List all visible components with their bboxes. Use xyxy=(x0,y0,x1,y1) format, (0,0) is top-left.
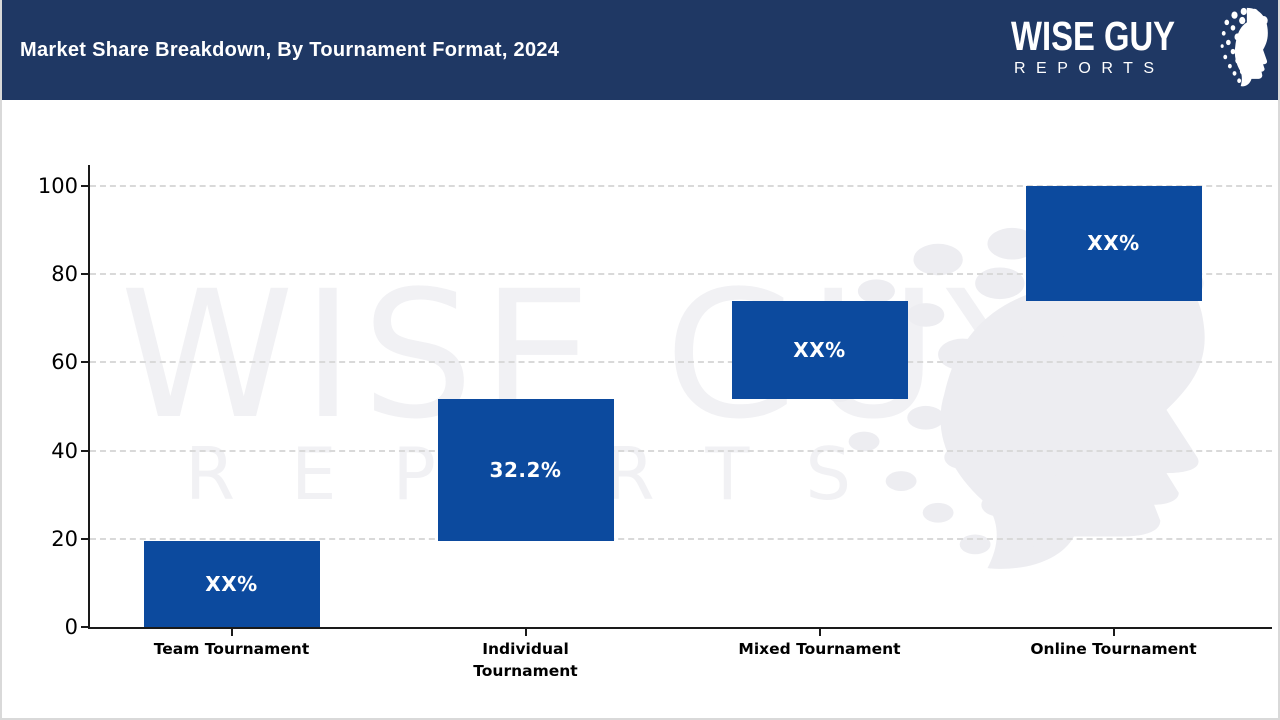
gridline-100 xyxy=(90,185,1272,187)
bar-segment: XX% xyxy=(1025,186,1202,301)
y-tick-label-0: 0 xyxy=(64,615,78,639)
y-tick-60 xyxy=(81,361,88,364)
x-tick xyxy=(230,629,233,636)
x-tick xyxy=(818,629,821,636)
gridline-80 xyxy=(90,273,1272,276)
x-axis-label: Mixed Tournament xyxy=(738,640,901,658)
bar-segment: 32.2% xyxy=(437,399,614,541)
x-tick xyxy=(1112,629,1115,636)
x-axis-label: Team Tournament xyxy=(153,640,310,658)
x-tick xyxy=(524,629,527,636)
y-tick-label-60: 60 xyxy=(51,350,78,375)
gridline-60 xyxy=(90,361,1272,364)
logo-sub-text: REPORTS xyxy=(1013,60,1165,77)
y-tick-40 xyxy=(81,449,88,452)
y-tick-label-40: 40 xyxy=(51,438,78,463)
bar-segment: XX% xyxy=(731,300,908,399)
wise-guy-reports-logo: WISE GUY REPORTS xyxy=(1011,6,1270,88)
y-tick-label-100: 100 xyxy=(37,174,78,198)
x-axis-line xyxy=(88,627,1272,629)
bar-value-label: XX% xyxy=(1087,231,1140,256)
y-tick-20 xyxy=(81,537,88,540)
y-tick-label-80: 80 xyxy=(51,262,78,287)
watermark-dotted-head xyxy=(790,220,1222,576)
bar-value-label: XX% xyxy=(793,337,846,362)
bar-value-label: XX% xyxy=(205,571,258,596)
y-tick-label-20: 20 xyxy=(51,526,78,551)
gridline-40 xyxy=(90,449,1272,452)
logo-brand-text: WISE GUY xyxy=(1010,13,1175,59)
x-axis-label: Individual Tournament xyxy=(473,640,578,680)
bar-value-label: 32.2% xyxy=(489,458,562,482)
y-axis-line xyxy=(88,165,90,629)
y-tick-100 xyxy=(81,185,88,187)
header-band: Market Share Breakdown, By Tournament Fo… xyxy=(2,0,1278,100)
bar-segment: XX% xyxy=(143,541,320,627)
y-tick-0 xyxy=(81,626,88,628)
gridline-20 xyxy=(90,537,1272,540)
chart-title: Market Share Breakdown, By Tournament Fo… xyxy=(20,38,560,61)
y-tick-80 xyxy=(81,273,88,276)
logo-text: WISE GUY REPORTS xyxy=(1011,16,1216,78)
x-axis-label: Online Tournament xyxy=(1030,640,1197,658)
dotted-head-icon xyxy=(1216,6,1270,88)
